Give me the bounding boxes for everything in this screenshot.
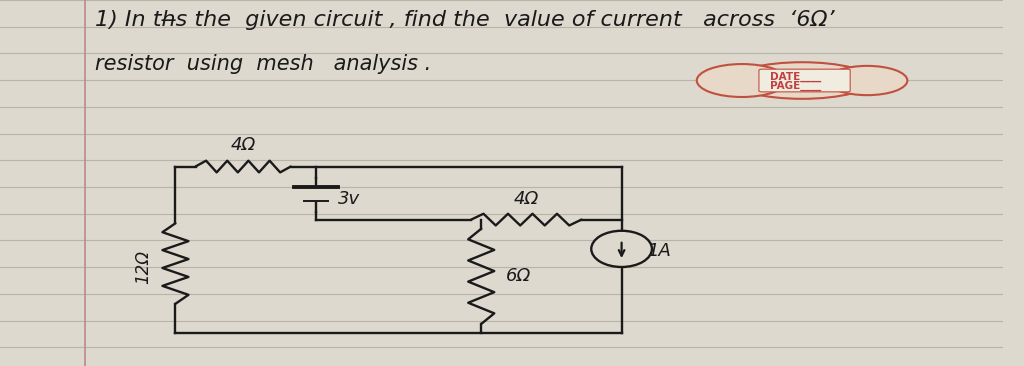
Text: 1A: 1A <box>647 242 671 260</box>
Circle shape <box>827 66 907 95</box>
Text: PAGE____: PAGE____ <box>770 81 821 91</box>
FancyBboxPatch shape <box>759 69 850 92</box>
Text: 3v: 3v <box>338 190 360 208</box>
Text: DATE____: DATE____ <box>770 72 821 82</box>
Text: 6Ω: 6Ω <box>506 267 531 285</box>
Text: 4Ω: 4Ω <box>230 136 256 154</box>
Text: resistor  using  mesh   analysis .: resistor using mesh analysis . <box>95 54 431 74</box>
Circle shape <box>696 64 787 97</box>
Text: 12Ω: 12Ω <box>134 250 153 284</box>
Text: 1) In th̶s the  given circuit , find the  value of current   across  ‘6Ω’: 1) In th̶s the given circuit , find the … <box>95 10 835 30</box>
Text: 4Ω: 4Ω <box>514 190 539 209</box>
Ellipse shape <box>732 62 872 99</box>
Ellipse shape <box>591 231 652 267</box>
